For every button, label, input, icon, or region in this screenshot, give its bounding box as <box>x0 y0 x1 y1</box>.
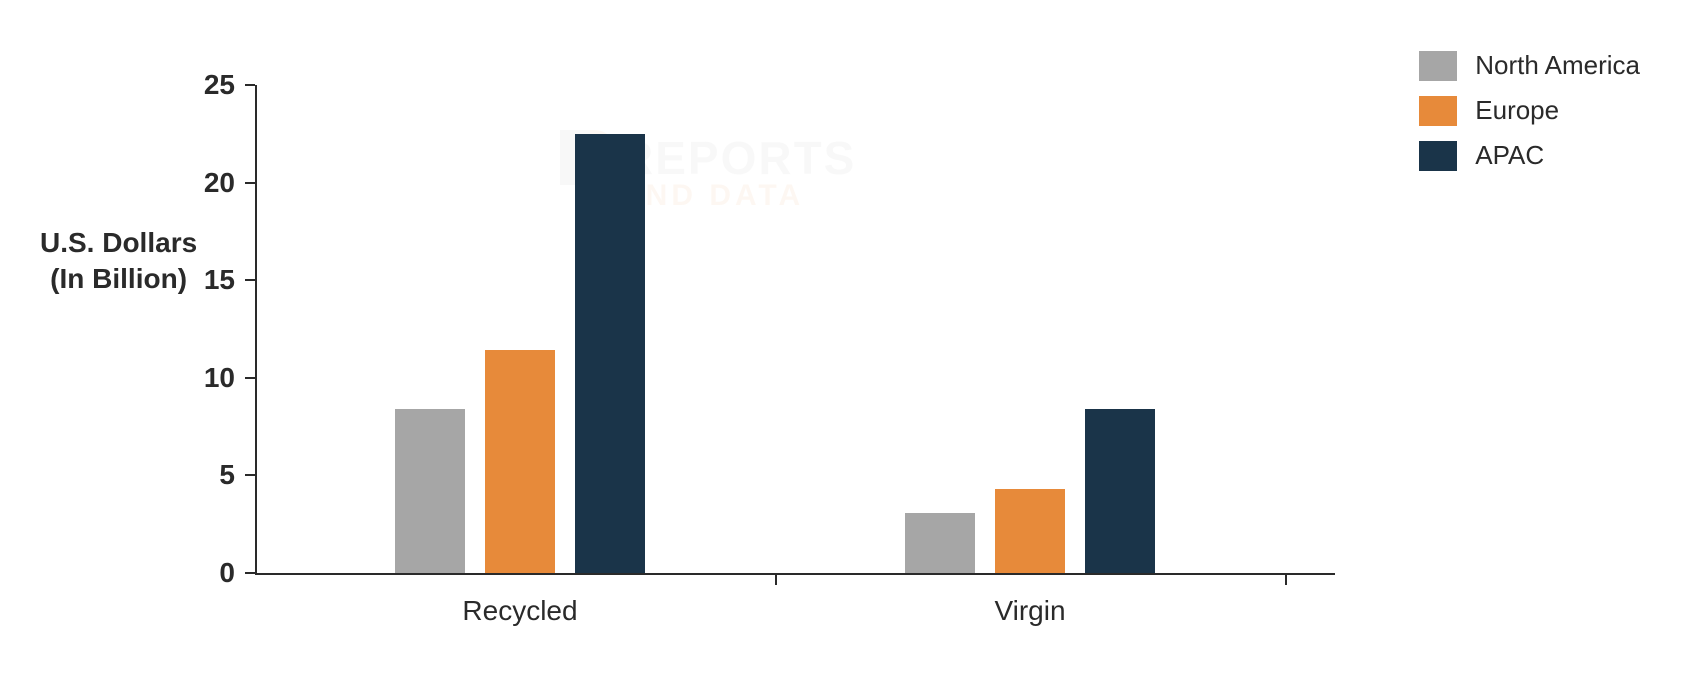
bar <box>575 134 645 573</box>
y-tick-label: 5 <box>180 459 235 491</box>
legend-item-europe: Europe <box>1419 95 1640 126</box>
y-tick <box>245 279 255 281</box>
y-axis-line <box>255 85 257 575</box>
y-tick <box>245 182 255 184</box>
x-category-label: Recycled <box>462 595 577 627</box>
y-tick-label: 0 <box>180 557 235 589</box>
legend-label: Europe <box>1475 95 1559 126</box>
y-tick <box>245 572 255 574</box>
x-tick <box>775 573 777 585</box>
legend-swatch <box>1419 141 1457 171</box>
bar <box>995 489 1065 573</box>
legend-label: North America <box>1475 50 1640 81</box>
x-category-label: Virgin <box>994 595 1065 627</box>
legend-item-apac: APAC <box>1419 140 1640 171</box>
y-tick-label: 20 <box>180 167 235 199</box>
y-tick <box>245 84 255 86</box>
y-axis-title: U.S. Dollars (In Billion) <box>40 225 197 298</box>
bar <box>395 409 465 573</box>
watermark-text: REPORTS AND DATA <box>620 135 856 211</box>
legend-swatch <box>1419 96 1457 126</box>
watermark-line2: AND DATA <box>620 181 856 211</box>
legend-label: APAC <box>1475 140 1544 171</box>
y-tick-label: 10 <box>180 362 235 394</box>
bar <box>485 350 555 573</box>
bar <box>1085 409 1155 573</box>
y-axis-title-line2: (In Billion) <box>50 263 187 294</box>
legend: North America Europe APAC <box>1419 50 1640 185</box>
y-tick-label: 15 <box>180 264 235 296</box>
bar-chart: REPORTS AND DATA U.S. Dollars (In Billio… <box>0 0 1700 700</box>
y-tick <box>245 377 255 379</box>
y-axis-title-line1: U.S. Dollars <box>40 227 197 258</box>
y-tick-label: 25 <box>180 69 235 101</box>
watermark-line1: REPORTS <box>620 135 856 181</box>
x-axis-line <box>255 573 1335 575</box>
legend-item-north-america: North America <box>1419 50 1640 81</box>
x-tick <box>1285 573 1287 585</box>
bar <box>905 513 975 574</box>
y-tick <box>245 474 255 476</box>
legend-swatch <box>1419 51 1457 81</box>
